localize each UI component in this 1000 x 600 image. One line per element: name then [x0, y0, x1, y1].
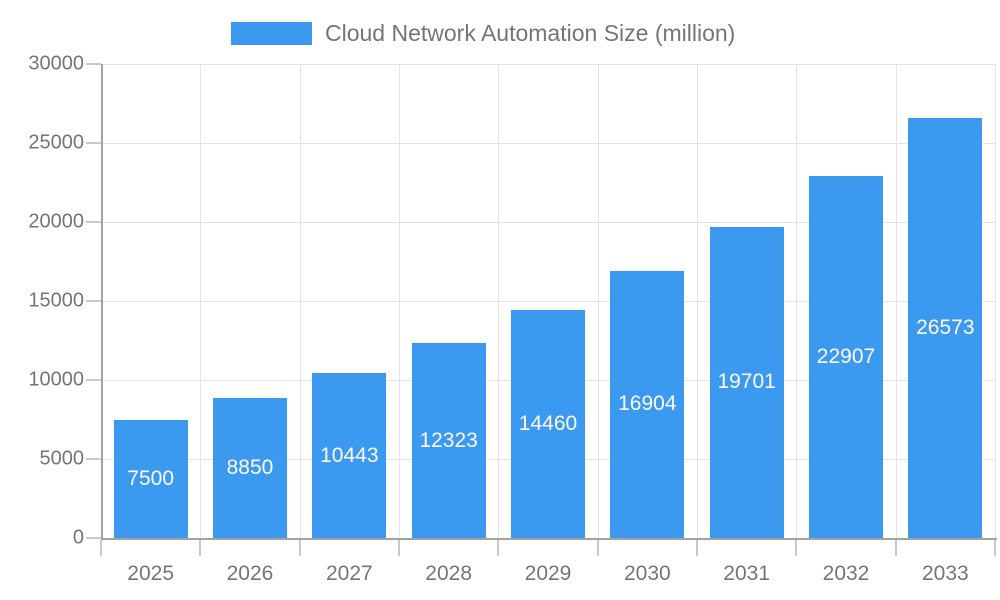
bar-value-label: 14460: [518, 411, 578, 435]
vertical-gridline: [398, 64, 400, 538]
legend-swatch: [231, 22, 312, 46]
x-axis-label: 2032: [822, 562, 870, 585]
bar-value-label: 16904: [618, 392, 677, 416]
bar: 19701: [709, 226, 784, 538]
y-axis-tick: [86, 63, 101, 65]
bar: 26573: [908, 118, 983, 538]
vertical-gridline: [796, 64, 798, 538]
x-axis-tick: [596, 540, 599, 556]
x-axis-line: [101, 538, 997, 540]
x-axis-label: 2031: [723, 562, 771, 585]
x-axis-tick: [894, 540, 897, 556]
x-axis-tick: [199, 540, 202, 556]
bar-value-label: 8850: [226, 456, 274, 480]
y-axis-tick: [86, 220, 101, 223]
x-axis-tick: [397, 540, 400, 556]
x-axis-label: 2029: [524, 562, 572, 585]
y-axis-label: 10000: [28, 368, 84, 391]
legend: Cloud Network Automation Size (million): [231, 20, 736, 46]
y-axis-tick: [86, 537, 101, 539]
bar-value-label: 12323: [419, 428, 478, 452]
horizontal-gridline: [101, 142, 995, 144]
bar: 22907: [809, 176, 883, 538]
horizontal-gridline: [101, 64, 995, 65]
bar: 7500: [113, 419, 188, 538]
vertical-gridline: [597, 64, 599, 538]
y-axis-tick: [86, 141, 101, 144]
x-axis-label: 2028: [425, 562, 473, 585]
x-axis-label: 2027: [325, 562, 373, 585]
y-axis-label: 5000: [39, 447, 85, 470]
bar-value-label: 22907: [816, 345, 876, 369]
y-axis-label: 20000: [28, 210, 84, 233]
y-axis-line: [101, 64, 103, 540]
x-axis-tick: [497, 540, 500, 556]
x-axis-tick: [695, 540, 698, 556]
horizontal-gridline: [101, 221, 995, 223]
bar: 14460: [511, 309, 585, 538]
y-axis-label: 30000: [28, 52, 84, 75]
x-axis-tick: [795, 540, 798, 556]
x-axis-tick: [298, 540, 301, 556]
y-axis-tick: [86, 378, 101, 381]
x-axis-tick: [994, 540, 996, 556]
vertical-gridline: [895, 64, 897, 538]
vertical-gridline: [299, 64, 301, 538]
y-axis-label: 15000: [28, 289, 84, 312]
x-axis-label: 2025: [127, 562, 175, 585]
x-axis-label: 2026: [226, 562, 274, 585]
bar-value-label: 26573: [916, 316, 975, 340]
x-axis-label: 2033: [921, 562, 969, 585]
vertical-gridline: [200, 64, 202, 538]
legend-label: Cloud Network Automation Size (million): [325, 20, 736, 46]
y-axis-tick: [86, 300, 101, 302]
bar-value-label: 10443: [320, 443, 379, 467]
bar: 12323: [411, 343, 486, 538]
y-axis-tick: [86, 458, 101, 460]
x-axis-label: 2030: [623, 562, 671, 585]
y-axis-label: 0: [72, 526, 84, 549]
bar-value-label: 7500: [127, 466, 175, 490]
y-axis-label: 25000: [28, 131, 84, 154]
bar: 16904: [610, 270, 685, 538]
bar-value-label: 19701: [717, 370, 776, 394]
x-axis-tick: [100, 540, 102, 556]
horizontal-gridline: [101, 301, 995, 302]
vertical-gridline: [498, 64, 500, 538]
vertical-gridline: [696, 64, 698, 538]
vertical-gridline: [995, 64, 996, 538]
bar: 10443: [312, 373, 387, 538]
bar: 8850: [212, 398, 287, 538]
plot-area: 0 5000 10000 15000 20000 25000 30000 7500 2025 88…: [28, 53, 997, 585]
